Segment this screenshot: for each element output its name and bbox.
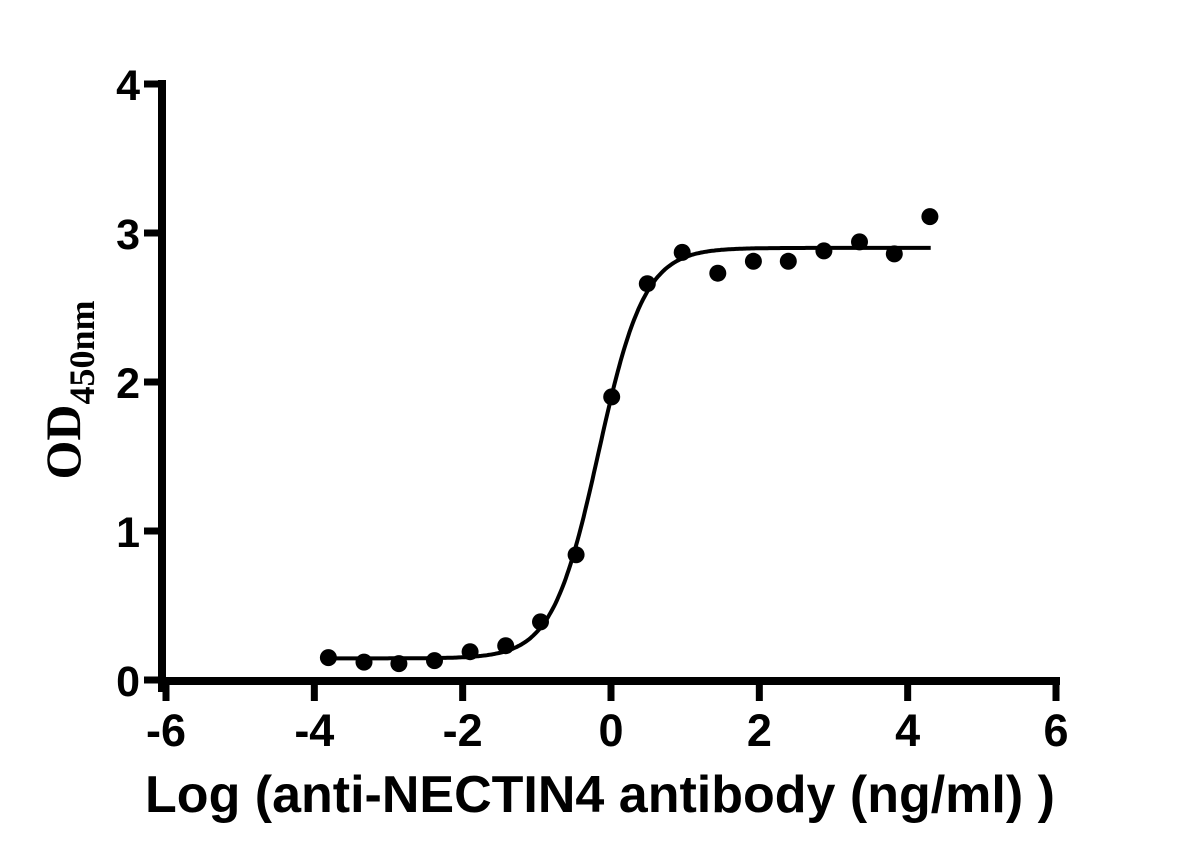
data-point <box>885 245 903 263</box>
y-tick-label: 1 <box>116 509 140 557</box>
y-tick-label: 0 <box>116 658 140 706</box>
data-point <box>497 637 515 655</box>
data-point <box>638 275 656 293</box>
x-tick-label: 2 <box>747 705 772 756</box>
data-point <box>673 243 691 261</box>
data-point <box>603 388 621 406</box>
y-tick-label: 2 <box>116 360 140 408</box>
data-points <box>319 208 939 673</box>
data-point <box>461 643 479 661</box>
x-tick-label: -6 <box>146 705 186 756</box>
y-tick-label: 4 <box>116 62 140 110</box>
x-tick-label: -2 <box>443 705 483 756</box>
data-point <box>319 649 337 667</box>
data-point <box>921 208 939 226</box>
data-point <box>851 233 868 251</box>
x-axis: -6 -4 -2 0 2 4 6 <box>146 677 1069 756</box>
y-axis: 0 1 2 3 4 <box>116 62 166 706</box>
data-point <box>532 613 549 631</box>
y-axis-title: OD450nm <box>35 300 102 479</box>
y-tick-labels: 0 1 2 3 4 <box>116 62 140 706</box>
data-point <box>567 546 585 564</box>
data-point <box>815 242 833 260</box>
y-axis-title-main: OD <box>35 405 91 480</box>
x-tick-labels: -6 -4 -2 0 2 4 6 <box>146 705 1069 756</box>
data-point <box>355 653 373 671</box>
y-tick-marks <box>144 80 162 684</box>
x-tick-label: -4 <box>294 705 334 756</box>
data-point <box>744 252 762 270</box>
x-tick-label: 0 <box>598 705 623 756</box>
data-point <box>390 655 408 673</box>
y-axis-title-subscript: 450nm <box>62 300 102 404</box>
fit-curve <box>328 245 931 661</box>
x-tick-label: 4 <box>895 705 920 756</box>
data-point <box>426 652 443 670</box>
data-point <box>709 264 727 282</box>
x-axis-title: Log (anti-NECTIN4 antibody (ng/ml) ) <box>145 766 1055 824</box>
x-tick-label: 6 <box>1043 705 1068 756</box>
y-tick-label: 3 <box>116 211 140 259</box>
x-tick-marks <box>162 681 1060 701</box>
data-point <box>779 252 797 270</box>
